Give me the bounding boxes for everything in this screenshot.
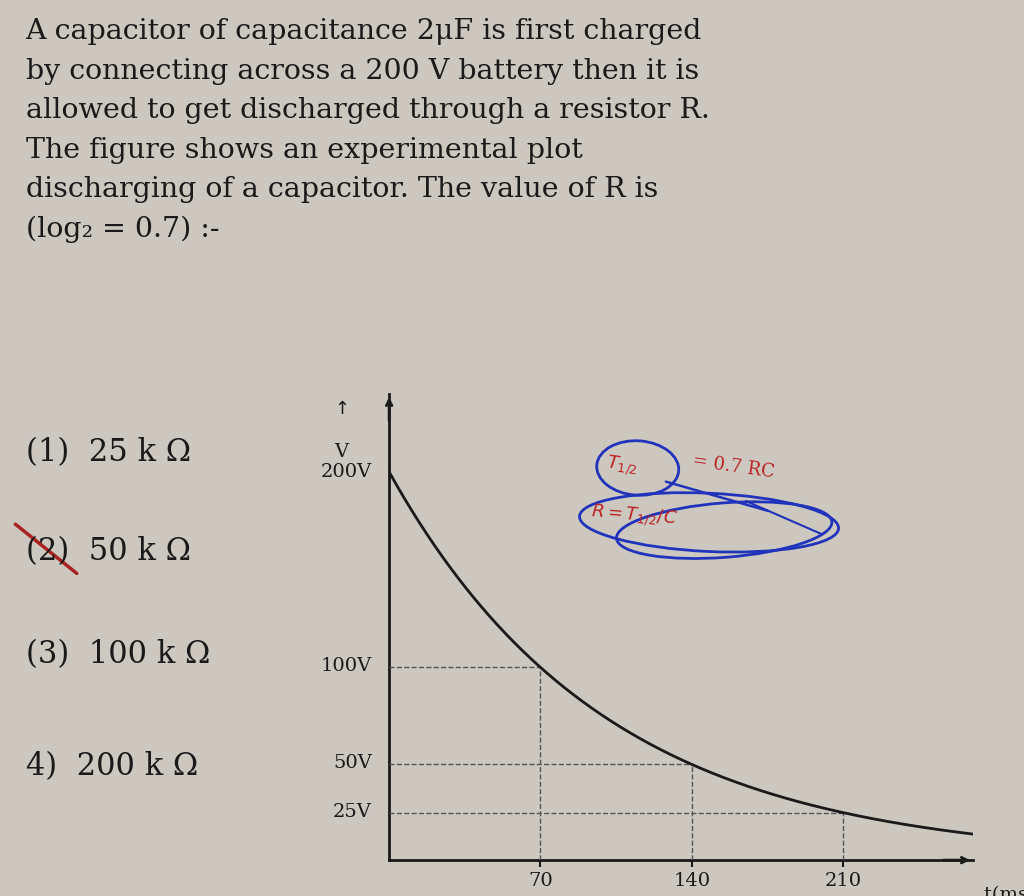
Text: 25V: 25V (333, 803, 372, 821)
Text: 4)  200 k Ω: 4) 200 k Ω (26, 751, 198, 781)
Text: (3)  100 k Ω: (3) 100 k Ω (26, 639, 210, 669)
Text: $R = T_{1/2}/C$: $R = T_{1/2}/C$ (590, 502, 678, 530)
Text: A capacitor of capacitance 2μF is first charged
by connecting across a 200 V bat: A capacitor of capacitance 2μF is first … (26, 18, 710, 244)
Text: 200V: 200V (321, 463, 372, 481)
Text: 50V: 50V (333, 754, 372, 772)
Text: t(ms) →: t(ms) → (984, 886, 1024, 896)
Text: (1)  25 k Ω: (1) 25 k Ω (26, 437, 190, 468)
Text: (2)  50 k Ω: (2) 50 k Ω (26, 536, 190, 566)
Text: = 0.7 RC: = 0.7 RC (692, 452, 776, 482)
Text: 100V: 100V (321, 657, 372, 675)
Text: $T_{1/2}$: $T_{1/2}$ (605, 452, 640, 478)
Text: V: V (335, 443, 348, 461)
Text: ↑: ↑ (334, 400, 349, 418)
